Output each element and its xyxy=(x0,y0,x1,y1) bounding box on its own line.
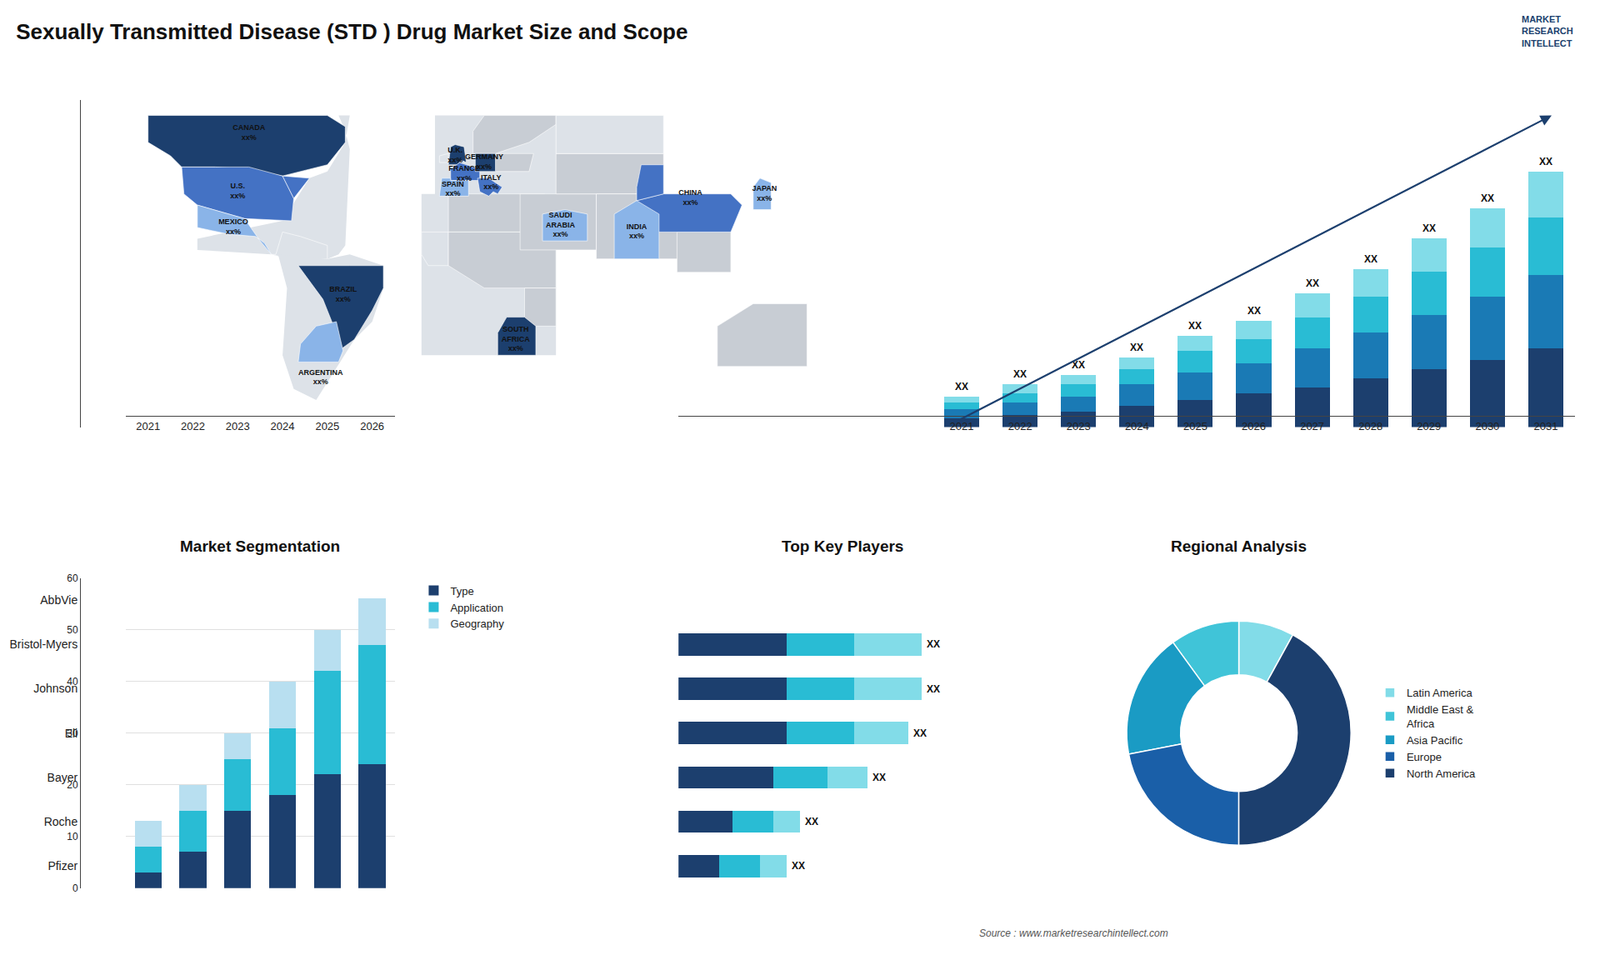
svg-text:XX: XX xyxy=(926,683,940,695)
svg-text:2031: 2031 xyxy=(1533,420,1558,433)
svg-text:Source : www.marketresearchint: Source : www.marketresearchintellect.com xyxy=(979,927,1169,940)
svg-text:U.S.xx%: U.S.xx% xyxy=(230,181,245,200)
svg-text:2028: 2028 xyxy=(1358,420,1383,433)
svg-text:XX: XX xyxy=(955,380,969,393)
svg-text:2027: 2027 xyxy=(1300,420,1325,433)
svg-text:2026: 2026 xyxy=(360,420,385,433)
svg-text:Bayer: Bayer xyxy=(47,770,79,785)
svg-text:JAPANxx%: JAPANxx% xyxy=(751,184,777,203)
svg-text:XX: XX xyxy=(1364,253,1378,265)
svg-text:XX: XX xyxy=(872,771,886,784)
svg-text:Asia Pacific: Asia Pacific xyxy=(1406,734,1464,747)
svg-text:INDIAxx%: INDIAxx% xyxy=(626,222,648,241)
svg-text:30: 30 xyxy=(66,727,79,740)
svg-text:Geography: Geography xyxy=(450,617,505,630)
svg-text:XX: XX xyxy=(926,638,940,650)
svg-text:XX: XX xyxy=(1539,155,1553,168)
svg-text:MARKETRESEARCHINTELLECT: MARKETRESEARCHINTELLECT xyxy=(1521,14,1574,49)
svg-text:2021: 2021 xyxy=(950,420,975,433)
svg-text:XX: XX xyxy=(1130,341,1144,354)
svg-text:XX: XX xyxy=(1188,320,1202,332)
svg-text:2024: 2024 xyxy=(1125,420,1150,433)
svg-text:60: 60 xyxy=(66,572,79,585)
svg-text:Top Key Players: Top Key Players xyxy=(781,537,904,555)
svg-text:MEXICOxx%: MEXICOxx% xyxy=(218,217,249,236)
svg-text:ITALYxx%: ITALYxx% xyxy=(480,173,502,192)
svg-text:20: 20 xyxy=(66,779,79,791)
svg-text:XX: XX xyxy=(1013,368,1027,380)
svg-text:CANADAxx%: CANADAxx% xyxy=(232,123,265,142)
svg-text:ARGENTINAxx%: ARGENTINAxx% xyxy=(298,368,344,387)
svg-text:CHINAxx%: CHINAxx% xyxy=(678,188,703,207)
svg-text:Roche: Roche xyxy=(44,815,79,829)
svg-text:Application: Application xyxy=(450,601,504,615)
svg-text:XX: XX xyxy=(1422,222,1436,235)
svg-text:2022: 2022 xyxy=(180,420,205,433)
svg-text:0: 0 xyxy=(72,882,79,895)
svg-text:SPAINxx%: SPAINxx% xyxy=(441,180,465,199)
svg-text:Bristol-Myers: Bristol-Myers xyxy=(10,637,79,651)
svg-text:2023: 2023 xyxy=(225,420,250,433)
svg-text:2026: 2026 xyxy=(1241,420,1266,433)
svg-text:Latin America: Latin America xyxy=(1406,686,1474,700)
svg-text:BRAZILxx%: BRAZILxx% xyxy=(329,285,357,304)
svg-text:GERMANYxx%: GERMANYxx% xyxy=(465,152,504,171)
svg-text:SOUTHAFRICAxx%: SOUTHAFRICAxx% xyxy=(501,325,530,353)
svg-text:XX: XX xyxy=(1071,359,1085,371)
svg-text:50: 50 xyxy=(66,624,79,636)
svg-text:2025: 2025 xyxy=(315,420,340,433)
svg-text:FRANCExx%: FRANCExx% xyxy=(448,164,480,183)
svg-text:North America: North America xyxy=(1406,767,1476,780)
svg-text:Sexually Transmitted Disease (: Sexually Transmitted Disease (STD ) Drug… xyxy=(15,19,688,45)
svg-text:2023: 2023 xyxy=(1066,420,1091,433)
svg-text:40: 40 xyxy=(66,675,79,688)
svg-text:XX: XX xyxy=(1247,305,1261,317)
svg-text:2024: 2024 xyxy=(270,420,295,433)
svg-text:Eli: Eli xyxy=(65,726,79,740)
svg-text:2029: 2029 xyxy=(1416,420,1441,433)
svg-text:Middle East &Africa: Middle East &Africa xyxy=(1406,703,1475,730)
svg-text:10: 10 xyxy=(66,830,79,843)
svg-text:SAUDIARABIAxx%: SAUDIARABIAxx% xyxy=(545,210,575,239)
svg-text:2025: 2025 xyxy=(1183,420,1208,433)
svg-text:2030: 2030 xyxy=(1475,420,1500,433)
svg-text:XX: XX xyxy=(1480,192,1495,205)
svg-text:XX: XX xyxy=(805,815,819,828)
svg-text:2021: 2021 xyxy=(135,420,160,433)
svg-text:Europe: Europe xyxy=(1406,750,1442,764)
svg-text:2022: 2022 xyxy=(1008,420,1033,433)
svg-text:Type: Type xyxy=(450,585,474,598)
svg-text:Johnson: Johnson xyxy=(33,681,78,695)
svg-text:XX: XX xyxy=(791,860,805,872)
svg-text:U.K.xx%: U.K.xx% xyxy=(447,145,463,165)
svg-text:XX: XX xyxy=(913,727,927,740)
svg-text:Pfizer: Pfizer xyxy=(47,859,78,873)
svg-text:Regional Analysis: Regional Analysis xyxy=(1170,537,1307,555)
svg-text:Market Segmentation: Market Segmentation xyxy=(180,537,340,555)
svg-text:XX: XX xyxy=(1305,277,1320,290)
svg-text:AbbVie: AbbVie xyxy=(40,593,78,607)
